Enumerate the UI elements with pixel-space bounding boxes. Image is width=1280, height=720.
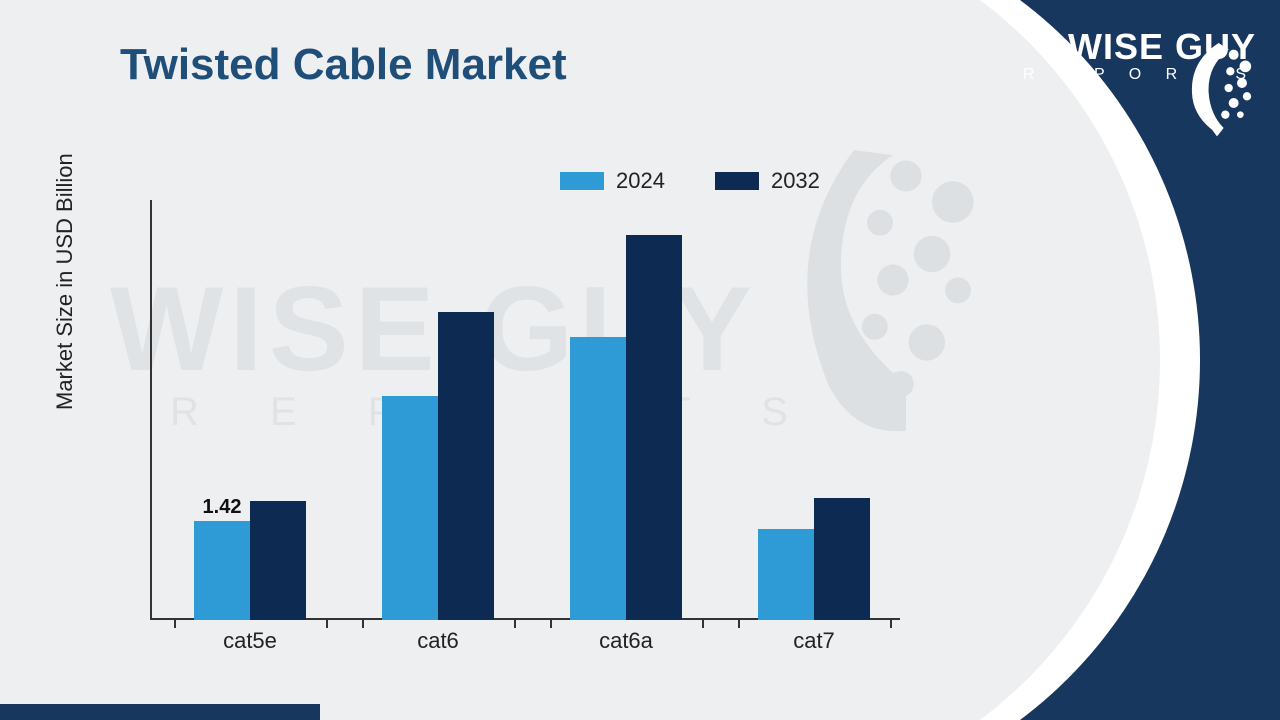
x-tick (362, 620, 364, 628)
legend-label-2024: 2024 (616, 168, 665, 194)
bar-cat6a-2032 (626, 235, 682, 620)
category-label-cat7: cat7 (744, 628, 884, 654)
chart-area: Market Size in USD Billion 1.42cat5ecat6… (100, 200, 900, 620)
plot-area: 1.42cat5ecat6cat6acat7 (150, 200, 900, 620)
x-tick (738, 620, 740, 628)
x-tick (890, 620, 892, 628)
bar-cat6-2024 (382, 396, 438, 620)
x-tick (326, 620, 328, 628)
chart-title: Twisted Cable Market (120, 40, 567, 90)
legend-swatch-2032 (715, 172, 759, 190)
y-axis-label: Market Size in USD Billion (52, 153, 78, 410)
x-tick (550, 620, 552, 628)
legend-swatch-2024 (560, 172, 604, 190)
category-label-cat6a: cat6a (556, 628, 696, 654)
x-tick (702, 620, 704, 628)
bar-cat7-2032 (814, 498, 870, 621)
brand-logo: WISE GUY R E P O R T S (1023, 26, 1256, 84)
brand-line2: R E P O R T S (1023, 66, 1256, 84)
category-label-cat5e: cat5e (180, 628, 320, 654)
legend: 2024 2032 (560, 168, 820, 194)
bar-cat6-2032 (438, 312, 494, 620)
legend-item-2024: 2024 (560, 168, 665, 194)
x-tick (174, 620, 176, 628)
legend-label-2032: 2032 (771, 168, 820, 194)
bar-cat6a-2024 (570, 337, 626, 621)
chart-card: WISE GUY R E P O R T S Twisted Cable Mar… (0, 0, 1280, 720)
legend-item-2032: 2032 (715, 168, 820, 194)
bottom-accent (0, 704, 320, 720)
brand-line1: WISE GUY (1023, 26, 1256, 68)
category-label-cat6: cat6 (368, 628, 508, 654)
x-tick (514, 620, 516, 628)
bar-cat5e-2032 (250, 501, 306, 620)
bar-cat7-2024 (758, 529, 814, 620)
bar-cat5e-2024: 1.42 (194, 521, 250, 620)
